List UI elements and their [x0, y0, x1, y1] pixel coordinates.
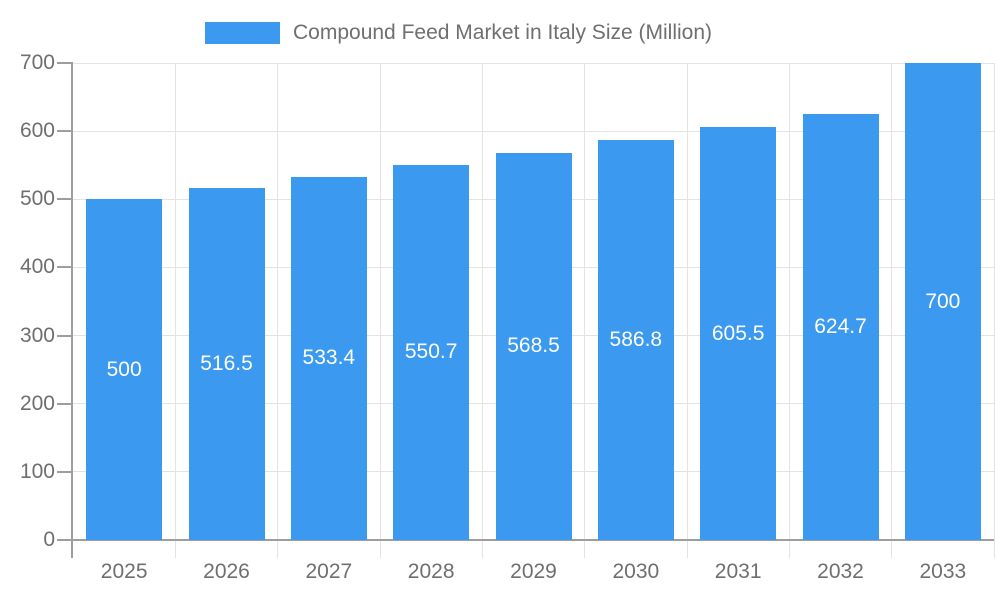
x-axis-tick-label: 2031	[714, 560, 762, 583]
x-axis-tick-label: 2025	[100, 560, 148, 583]
legend-item[interactable]: Compound Feed Market in Italy Size (Mill…	[205, 21, 712, 44]
legend-swatch	[205, 21, 280, 44]
y-axis-tick	[57, 62, 73, 64]
y-axis-tick	[57, 470, 73, 473]
gridline-horizontal	[73, 62, 994, 64]
y-axis-tick	[57, 130, 73, 133]
bar-value-label: 624.7	[814, 315, 867, 339]
y-axis-tick-label: 700	[19, 51, 55, 74]
legend-label: Compound Feed Market in Italy Size (Mill…	[293, 21, 712, 44]
y-axis-tick	[57, 266, 73, 269]
y-axis-tick	[57, 402, 73, 405]
bar-2025[interactable]: 500	[86, 199, 163, 540]
gridline-vertical	[379, 63, 381, 558]
y-axis-tick-label: 500	[19, 187, 55, 211]
bar-2031[interactable]: 605.5	[700, 127, 777, 540]
gridline-vertical	[277, 63, 279, 558]
y-axis-tick	[57, 539, 73, 541]
y-axis-tick-label: 400	[19, 255, 55, 279]
bar-2027[interactable]: 533.4	[290, 176, 367, 540]
bar-2026[interactable]: 516.5	[188, 188, 265, 540]
x-axis-tick-label: 2029	[510, 560, 557, 583]
bar-value-label: 516.5	[200, 352, 253, 375]
y-axis-tick-label: 600	[19, 119, 55, 143]
gridline-vertical	[686, 63, 688, 558]
bar-value-label: 700	[925, 289, 961, 313]
gridline-vertical	[174, 63, 176, 558]
x-axis-tick-label: 2028	[407, 560, 455, 583]
y-axis-line	[71, 63, 73, 558]
bar-2033[interactable]: 700	[904, 63, 981, 540]
gridline-vertical	[891, 63, 893, 558]
x-axis-tick-label: 2030	[612, 560, 660, 583]
y-axis-tick-label: 300	[19, 323, 55, 347]
y-axis-tick-label: 100	[19, 459, 55, 483]
gridline-horizontal	[73, 130, 994, 132]
bar-2030[interactable]: 586.8	[597, 140, 674, 540]
bar-value-label: 605.5	[711, 321, 765, 345]
y-axis-tick-label: 200	[19, 391, 55, 415]
gridline-vertical	[481, 63, 483, 558]
x-axis-tick-label: 2027	[305, 560, 353, 583]
bar-value-label: 500	[106, 357, 142, 381]
y-axis-tick	[57, 334, 73, 337]
x-axis-tick-label: 2026	[203, 560, 250, 583]
gridline-vertical	[584, 63, 586, 558]
bar-value-label: 568.5	[507, 334, 560, 358]
x-axis-line	[71, 539, 994, 541]
gridline-vertical	[788, 63, 790, 558]
bar-2032[interactable]: 624.7	[802, 114, 879, 540]
bar-value-label: 550.7	[404, 340, 458, 364]
y-axis-tick-label: 0	[43, 528, 55, 551]
gridline-vertical	[993, 63, 995, 558]
bar-2028[interactable]: 550.7	[393, 164, 470, 540]
y-axis-tick	[57, 198, 73, 201]
bar-value-label: 586.8	[609, 328, 663, 352]
x-axis-tick-label: 2032	[817, 560, 864, 583]
x-axis-tick-label: 2033	[919, 560, 967, 583]
bar-value-label: 533.4	[302, 346, 356, 370]
bar-2029[interactable]: 568.5	[495, 152, 572, 540]
